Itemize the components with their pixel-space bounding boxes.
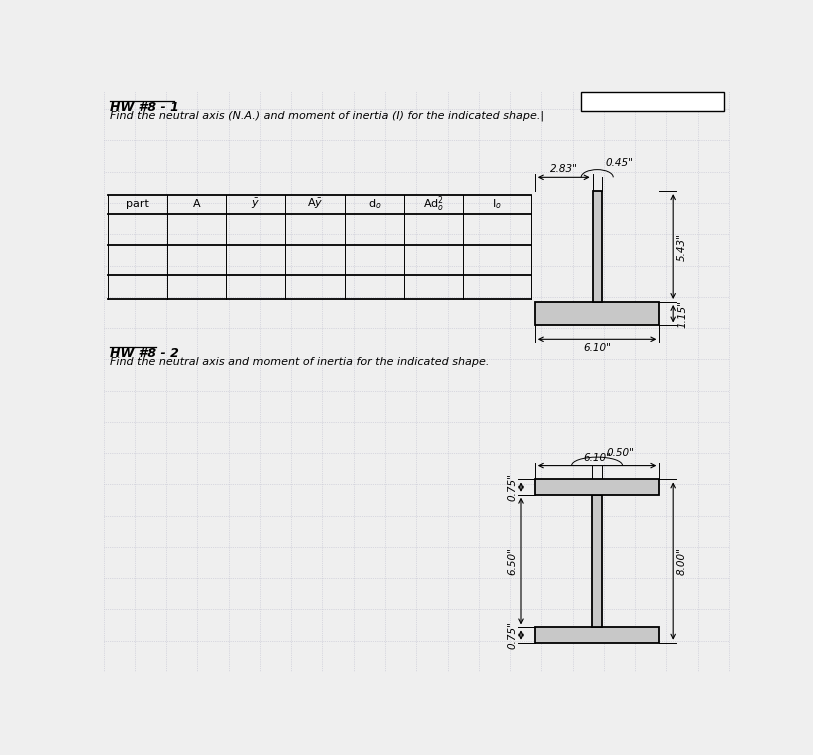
Text: 1.15": 1.15" bbox=[677, 300, 687, 328]
Text: 0.50": 0.50" bbox=[606, 448, 635, 458]
Bar bbox=[535, 302, 659, 325]
Text: 0.75": 0.75" bbox=[507, 473, 517, 501]
Text: 6.10": 6.10" bbox=[583, 344, 611, 353]
Text: $\bar{y}$: $\bar{y}$ bbox=[251, 197, 260, 211]
Text: d$_o$: d$_o$ bbox=[367, 197, 381, 211]
Text: 2.83": 2.83" bbox=[550, 165, 578, 174]
Text: HW #8 - 1: HW #8 - 1 bbox=[110, 100, 179, 113]
Text: Ad$^2_o$: Ad$^2_o$ bbox=[423, 194, 444, 214]
Text: I$_o$: I$_o$ bbox=[492, 197, 502, 211]
Text: 0.75": 0.75" bbox=[507, 621, 517, 649]
Text: part: part bbox=[126, 199, 149, 209]
Text: 6.50": 6.50" bbox=[507, 547, 517, 575]
Text: A$\bar{y}$: A$\bar{y}$ bbox=[307, 197, 324, 211]
Text: 6.10": 6.10" bbox=[583, 452, 611, 463]
Text: 0.45": 0.45" bbox=[606, 158, 633, 168]
Bar bbox=[581, 92, 724, 112]
Bar bbox=[535, 479, 659, 495]
Text: 8.00": 8.00" bbox=[677, 547, 687, 575]
Bar bbox=[592, 495, 602, 627]
Text: A: A bbox=[193, 199, 200, 209]
Bar bbox=[593, 191, 602, 302]
Text: 5.43": 5.43" bbox=[677, 233, 687, 260]
Text: Find the neutral axis and moment of inertia for the indicated shape.: Find the neutral axis and moment of iner… bbox=[110, 357, 489, 367]
Text: HW #8 - 2: HW #8 - 2 bbox=[110, 347, 179, 360]
Bar bbox=[535, 627, 659, 643]
Text: Find the neutral axis (N.A.) and moment of inertia (I) for the indicated shape.|: Find the neutral axis (N.A.) and moment … bbox=[110, 111, 544, 121]
